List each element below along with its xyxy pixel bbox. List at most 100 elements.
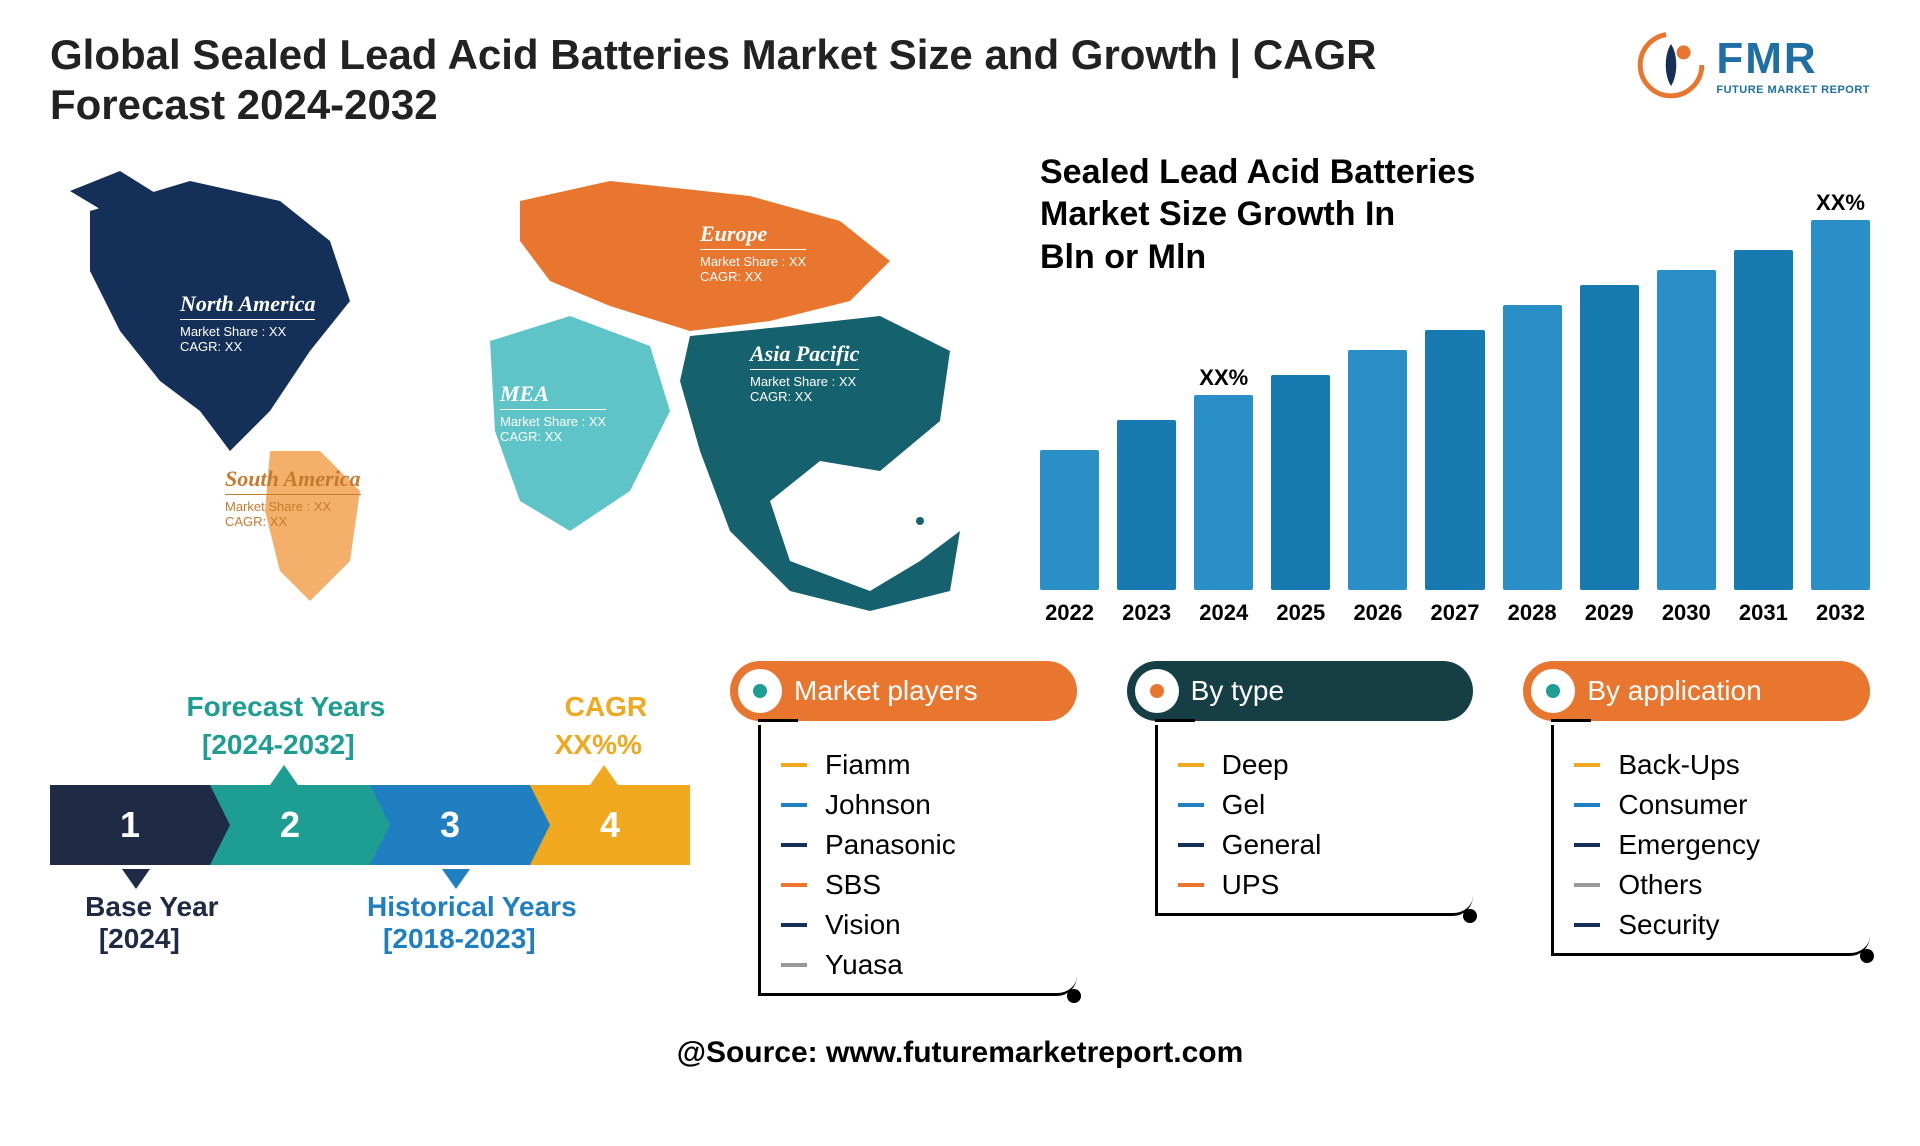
tick-icon	[1574, 883, 1600, 887]
bar-rect	[1657, 270, 1716, 590]
category-pill: Market players	[730, 661, 1077, 721]
tick-icon	[1178, 843, 1204, 847]
timeline: . Forecast Years . CAGR . [2024-2032] . …	[50, 661, 690, 996]
bar-rect	[1503, 305, 1562, 590]
tick-icon	[1178, 763, 1204, 767]
category-label: Market players	[794, 675, 978, 707]
category-bracket: FiammJohnsonPanasonicSBSVisionYuasa	[758, 725, 1077, 996]
bar-rect	[1811, 220, 1870, 590]
item-text: Panasonic	[825, 829, 956, 861]
tl-bot-labels: Base Year . Historical Years .	[50, 891, 690, 923]
list-item: Security	[1554, 905, 1870, 945]
bar-2030: 2030	[1657, 270, 1716, 626]
categories: Market playersFiammJohnsonPanasonicSBSVi…	[730, 661, 1870, 996]
dot-icon	[1531, 669, 1575, 713]
tick-icon	[781, 963, 807, 967]
list-item: Others	[1554, 865, 1870, 905]
infographic-root: Global Sealed Lead Acid Batteries Market…	[0, 0, 1920, 1146]
bar-chart: Sealed Lead Acid Batteries Market Size G…	[1010, 151, 1870, 631]
bar-rect	[1040, 450, 1099, 590]
category-pill: By type	[1127, 661, 1474, 721]
logo-main: FMR	[1716, 34, 1870, 84]
bar-year-label: 2022	[1045, 600, 1094, 626]
fmr-logo: FMR FUTURE MARKET REPORT	[1636, 30, 1870, 100]
header: Global Sealed Lead Acid Batteries Market…	[50, 30, 1870, 131]
bar-2025: 2025	[1271, 375, 1330, 626]
list-item: Vision	[761, 905, 1077, 945]
category-items: Back-Ups Consumer Emergency Others Security	[1554, 745, 1870, 945]
item-text: Consumer	[1618, 789, 1747, 821]
item-text: Vision	[825, 909, 901, 941]
item-text: Emergency	[1618, 829, 1760, 861]
tick-icon	[1178, 883, 1204, 887]
timeline-seg-4: 4	[530, 785, 690, 865]
bar-year-label: 2028	[1508, 600, 1557, 626]
logo-text: FMR FUTURE MARKET REPORT	[1716, 34, 1870, 96]
triangle-down-icon	[122, 869, 150, 889]
list-item: SBS	[761, 865, 1077, 905]
item-text: General	[1222, 829, 1322, 861]
list-item: Johnson	[761, 785, 1077, 825]
bar-rect	[1271, 375, 1330, 590]
list-item: General	[1158, 825, 1474, 865]
list-item: Panasonic	[761, 825, 1077, 865]
tick-icon	[1574, 763, 1600, 767]
category-bracket: DeepGelGeneralUPS	[1155, 725, 1474, 916]
tick-icon	[781, 923, 807, 927]
category-1: By typeDeepGelGeneralUPS	[1127, 661, 1474, 996]
bar-rect	[1117, 420, 1176, 590]
bars-container: 2022 2023 XX%2024 2025 2026 2027 2028 2029 2030 2…	[1040, 286, 1870, 626]
item-text: UPS	[1222, 869, 1280, 901]
logo-icon	[1636, 30, 1706, 100]
timeline-bar: 1234	[50, 785, 690, 865]
page-title: Global Sealed Lead Acid Batteries Market…	[50, 30, 1450, 131]
tick-icon	[1574, 843, 1600, 847]
triangle-up-icon	[590, 765, 618, 785]
tl-bot-sub: [2024] . [2018-2023] .	[50, 923, 690, 955]
bar-2029: 2029	[1580, 285, 1639, 626]
lower-row: . Forecast Years . CAGR . [2024-2032] . …	[50, 661, 1870, 996]
category-2: By application Back-Ups Consumer Emergency O…	[1523, 661, 1870, 996]
dot-icon	[1135, 669, 1179, 713]
bar-2026: 2026	[1348, 350, 1407, 626]
bar-2023: 2023	[1117, 420, 1176, 626]
bar-year-label: 2030	[1662, 600, 1711, 626]
bar-year-label: 2024	[1199, 600, 1248, 626]
triangle-up-icon	[270, 765, 298, 785]
item-text: Security	[1618, 909, 1719, 941]
world-map: North America Market Share : XX CAGR: XX…	[50, 151, 1010, 631]
list-item: Gel	[1158, 785, 1474, 825]
map-label-na: North America Market Share : XX CAGR: XX	[180, 291, 315, 354]
bar-2032: XX%2032	[1811, 220, 1870, 626]
tl-arrows-bot: . .	[50, 869, 690, 889]
tick-icon	[781, 883, 807, 887]
tick-icon	[1574, 803, 1600, 807]
list-item: UPS	[1158, 865, 1474, 905]
bar-rect	[1348, 350, 1407, 590]
upper-row: North America Market Share : XX CAGR: XX…	[50, 151, 1870, 631]
category-0: Market playersFiammJohnsonPanasonicSBSVi…	[730, 661, 1077, 996]
logo-sub: FUTURE MARKET REPORT	[1716, 84, 1870, 96]
map-label-mea: MEA Market Share : XX CAGR: XX	[500, 381, 606, 444]
list-item: Yuasa	[761, 945, 1077, 985]
item-text: Johnson	[825, 789, 931, 821]
map-label-eu: Europe Market Share : XX CAGR: XX	[700, 221, 806, 284]
list-item: Back-Ups	[1554, 745, 1870, 785]
tl-arrows-top: . .	[50, 765, 690, 785]
category-label: By application	[1587, 675, 1761, 707]
tick-icon	[781, 803, 807, 807]
bar-year-label: 2023	[1122, 600, 1171, 626]
timeline-seg-3: 3	[370, 785, 530, 865]
bar-rect	[1580, 285, 1639, 590]
bar-2031: 2031	[1734, 250, 1793, 626]
timeline-seg-2: 2	[210, 785, 370, 865]
list-item: Emergency	[1554, 825, 1870, 865]
bar-annotation: XX%	[1199, 365, 1248, 391]
item-text: Yuasa	[825, 949, 903, 981]
bar-2024: XX%2024	[1194, 395, 1253, 626]
map-label-sa: South America Market Share : XX CAGR: XX	[225, 466, 361, 529]
bar-year-label: 2025	[1276, 600, 1325, 626]
item-text: Back-Ups	[1618, 749, 1739, 781]
bar-rect	[1734, 250, 1793, 590]
bar-2027: 2027	[1425, 330, 1484, 626]
